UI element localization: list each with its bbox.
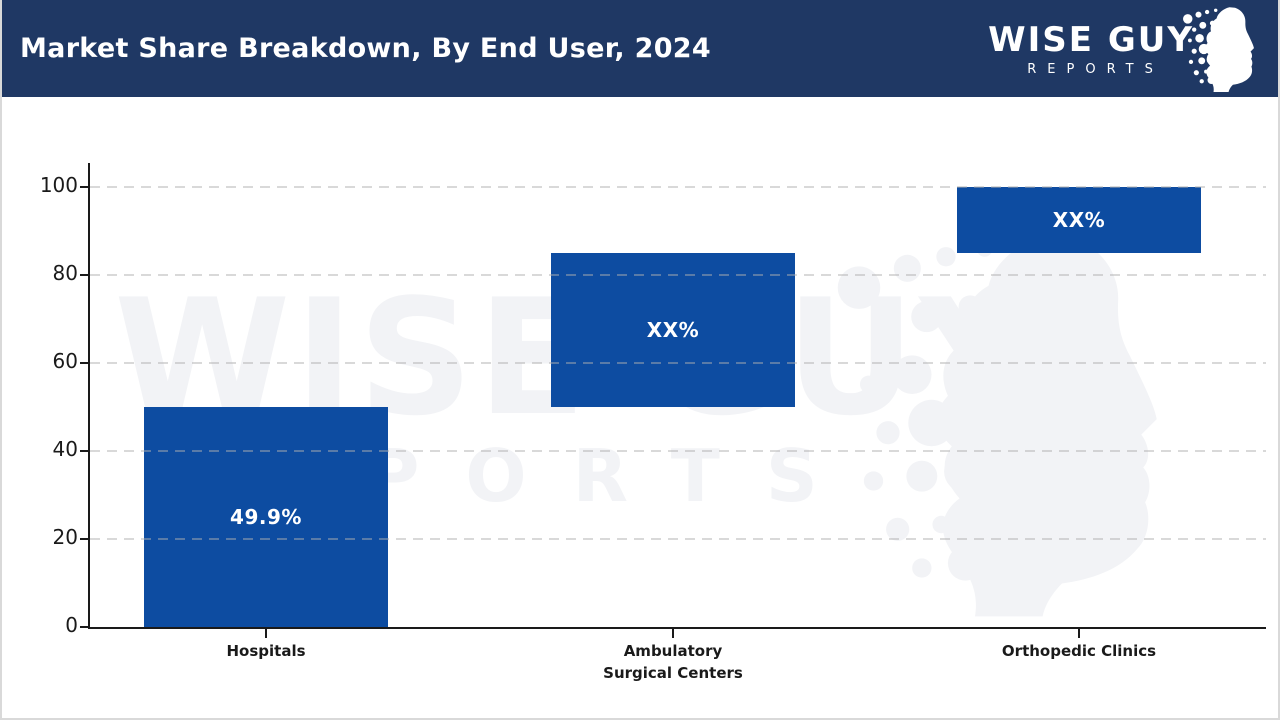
bar-value-label: 49.9%	[230, 505, 302, 530]
y-tick-mark	[80, 274, 89, 276]
page-title: Market Share Breakdown, By End User, 202…	[20, 33, 711, 64]
y-tick-mark	[80, 362, 89, 364]
y-tick-label: 100	[39, 173, 78, 197]
y-tick-label: 20	[52, 525, 78, 549]
x-axis-category-label: Hospitals	[226, 642, 306, 660]
x-tick-mark	[265, 629, 267, 638]
gridline	[90, 450, 1266, 452]
y-tick-label: 0	[65, 613, 78, 637]
y-axis-line	[88, 163, 90, 629]
y-tick-mark	[80, 186, 89, 188]
bar: XX%	[957, 187, 1201, 254]
x-tick-mark	[672, 629, 674, 638]
y-tick-mark	[80, 450, 89, 452]
bar: XX%	[551, 253, 795, 408]
gridline	[90, 186, 1266, 188]
y-tick-label: 40	[52, 437, 78, 461]
y-tick-mark	[80, 538, 89, 540]
gridline	[90, 538, 1266, 540]
y-tick-label: 80	[52, 261, 78, 285]
logo-wiseguy-text: WISE GUY	[988, 20, 1194, 61]
bar-value-label: XX%	[646, 318, 700, 343]
header: Market Share Breakdown, By End User, 202…	[2, 0, 1278, 97]
x-tick-mark	[1078, 629, 1080, 638]
y-tick-label: 60	[52, 349, 78, 373]
bar: 49.9%	[144, 407, 388, 627]
x-axis-category-label: Ambulatory Surgical Centers	[603, 642, 743, 682]
y-tick-mark	[80, 626, 89, 628]
gridline	[90, 362, 1266, 364]
logo-reports-text: REPORTS	[1027, 61, 1164, 77]
logo-text: WISE GUY REPORTS	[988, 20, 1194, 77]
gridline	[90, 274, 1266, 276]
bar-value-label: XX%	[1052, 208, 1106, 233]
x-axis-category-label: Orthopedic Clinics	[1001, 642, 1157, 660]
wiseguy-logo: WISE GUY REPORTS	[988, 5, 1264, 93]
x-axis-line	[88, 627, 1266, 629]
